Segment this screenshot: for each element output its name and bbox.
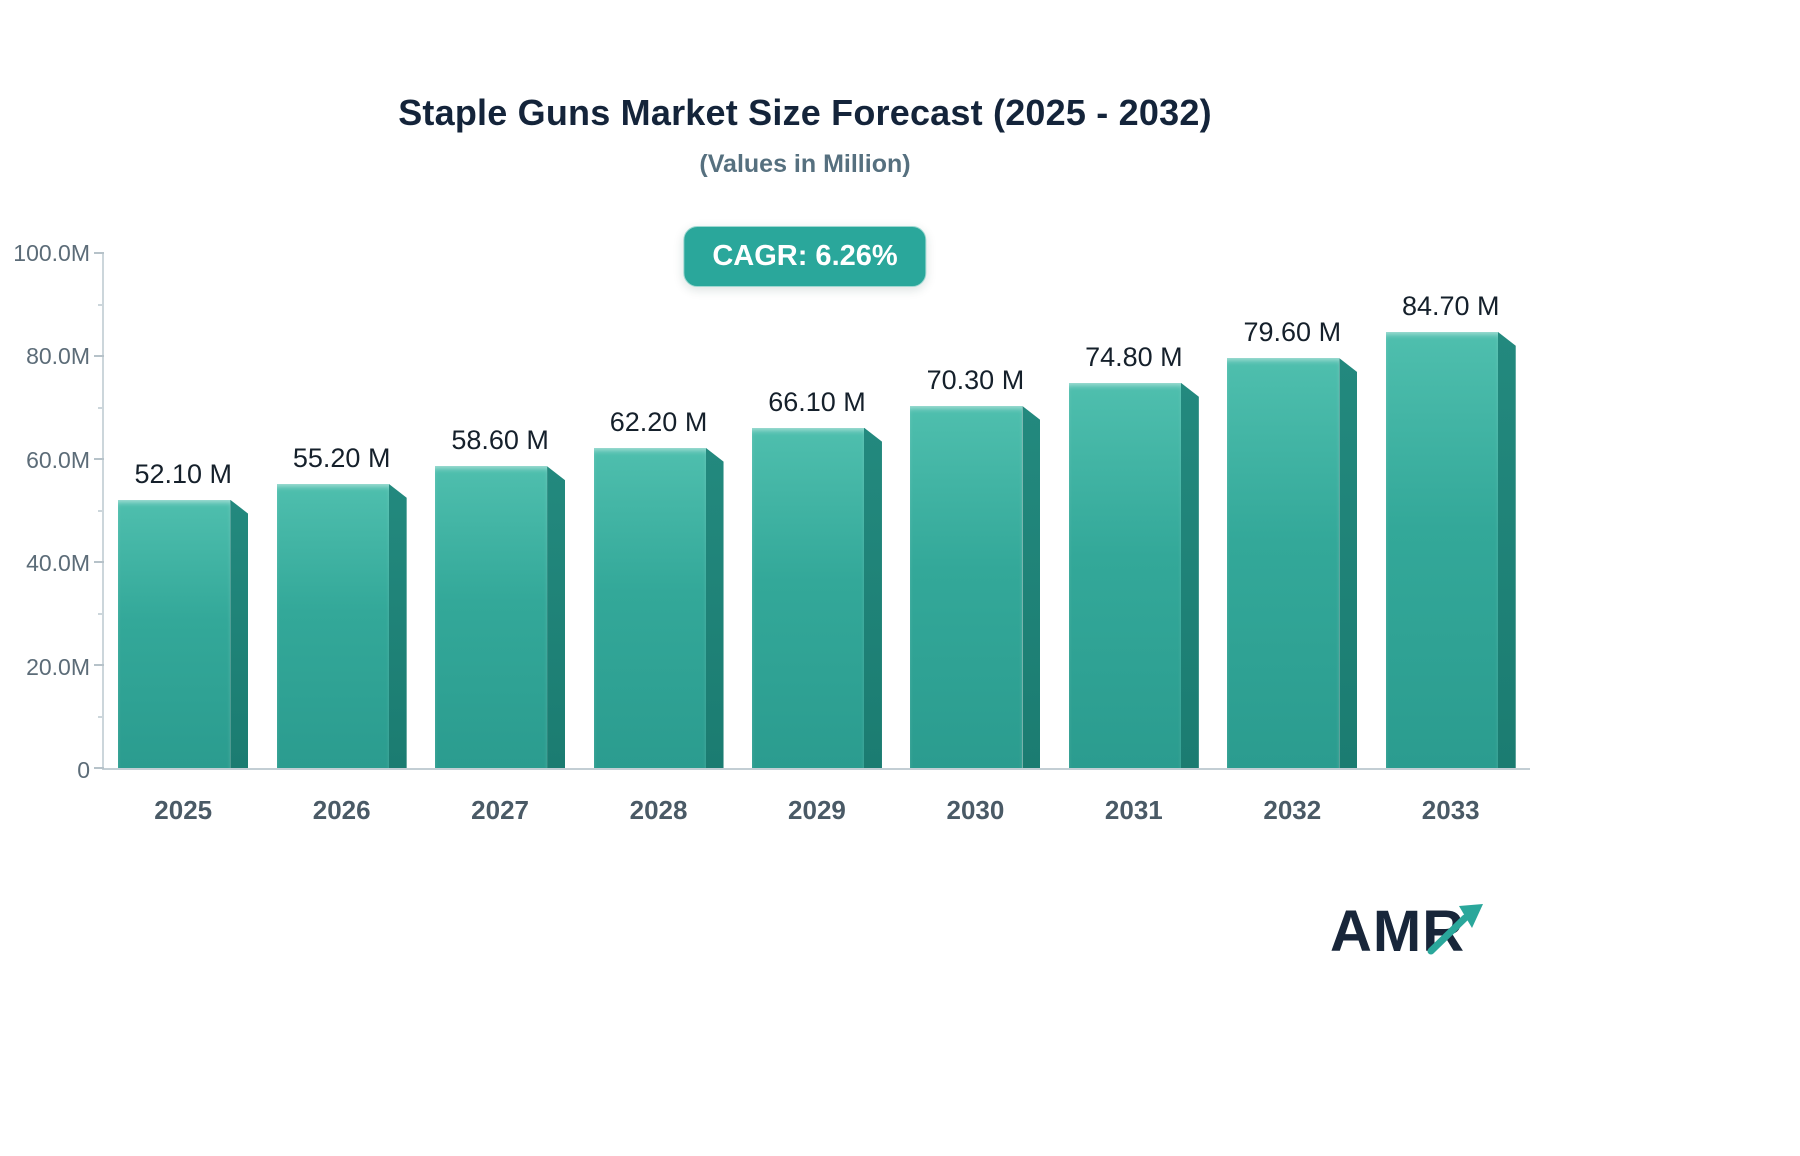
- y-axis-tick-label: 40.0M: [26, 550, 90, 577]
- y-axis-tick-mark: [94, 561, 104, 563]
- bar: [910, 405, 1041, 768]
- bar-front-face: [910, 405, 1023, 768]
- x-axis-label: 2027: [471, 795, 530, 825]
- bar-group: 66.10 M 2029: [738, 253, 896, 825]
- y-axis-tick-label: 80.0M: [26, 343, 90, 370]
- bar-value-label: 70.30 M: [926, 364, 1025, 395]
- bar-side-face: [1022, 405, 1041, 768]
- bar: [1068, 382, 1199, 768]
- bar-group: 79.60 M 2032: [1213, 253, 1371, 825]
- cagr-badge: CAGR: 6.26%: [683, 226, 927, 287]
- y-axis-tick-mark: [98, 715, 104, 718]
- bar-group: 84.70 M 2033: [1372, 253, 1530, 825]
- bar-value-label: 79.60 M: [1243, 317, 1342, 348]
- x-axis-label: 2028: [629, 795, 688, 825]
- bar: [1385, 331, 1516, 768]
- bar-group: 74.80 M 2031: [1055, 253, 1213, 825]
- bar-value-label: 74.80 M: [1085, 341, 1183, 372]
- bar-front-face: [1068, 382, 1181, 768]
- chart-subtitle: (Values in Million): [699, 150, 911, 178]
- x-axis-label: 2032: [1263, 795, 1322, 825]
- y-axis-tick-mark: [94, 252, 104, 254]
- cagr-label: CAGR: 6.26%: [712, 240, 898, 272]
- bar-front-face: [1385, 331, 1498, 768]
- y-axis-tick-label: 60.0M: [26, 446, 90, 473]
- y-axis-tick-mark: [98, 406, 104, 409]
- chart-title: Staple Guns Market Size Forecast (2025 -…: [398, 92, 1212, 133]
- bar-side-face: [1497, 331, 1516, 768]
- y-axis-tick-label: 0: [77, 757, 90, 783]
- bar-side-face: [863, 427, 882, 768]
- x-axis-label: 2029: [788, 795, 846, 825]
- y-axis-tick-mark: [98, 303, 104, 306]
- bar-side-face: [230, 499, 249, 768]
- y-axis: 100.0M 80.0M 60.0M 40.0M 20.0M 0: [0, 240, 90, 783]
- bar: [1227, 358, 1358, 768]
- plot-area: 52.10 M 2025 55.20 M 2026 58.60 M 2027 62.20 M…: [94, 252, 1530, 825]
- y-axis-tick-label: 20.0M: [26, 653, 90, 680]
- bar-front-face: [1227, 358, 1340, 768]
- bar-front-face: [276, 483, 389, 768]
- bar-value-label: 84.70 M: [1401, 290, 1500, 321]
- y-axis-tick-mark: [94, 767, 104, 769]
- bar-front-face: [118, 499, 231, 768]
- growth-arrow-icon: [1427, 903, 1484, 954]
- x-axis-label: 2025: [154, 795, 213, 825]
- bar-group: 70.30 M 2030: [896, 253, 1054, 825]
- bar: [276, 483, 407, 768]
- bar: [118, 499, 249, 768]
- bar: [435, 466, 566, 768]
- bar-value-label: 52.10 M: [134, 458, 232, 489]
- bar-value-label: 62.20 M: [609, 406, 708, 437]
- bar-group: 62.20 M 2028: [579, 253, 737, 825]
- bar-group: 52.10 M 2025: [104, 253, 262, 825]
- y-axis-tick-mark: [98, 509, 104, 512]
- bar: [751, 427, 882, 768]
- bar-side-face: [705, 447, 724, 768]
- x-axis-label: 2030: [946, 795, 1005, 825]
- chart-header: Staple Guns Market Size Forecast (2025 -…: [0, 92, 1610, 179]
- bar: [593, 447, 724, 768]
- bar-value-label: 58.60 M: [451, 425, 549, 456]
- bar-value-label: 66.10 M: [768, 386, 866, 417]
- bar-side-face: [1180, 382, 1199, 768]
- y-axis-tick-mark: [94, 355, 104, 357]
- y-axis-tick-label: 100.0M: [13, 240, 90, 266]
- bar-side-face: [388, 483, 407, 768]
- bar-group: 58.60 M 2027: [421, 253, 579, 825]
- y-axis-tick-mark: [94, 458, 104, 460]
- amr-logo: AMR: [1330, 898, 1489, 965]
- bar-side-face: [547, 466, 566, 768]
- bar-front-face: [751, 427, 864, 768]
- bar-group: 55.20 M 2026: [262, 253, 420, 825]
- y-axis-tick-mark: [94, 664, 104, 666]
- bar-front-face: [435, 466, 548, 768]
- amr-logo-text: AMR: [1330, 899, 1466, 964]
- bar-front-face: [593, 447, 706, 768]
- y-axis-tick-mark: [98, 612, 104, 615]
- x-axis-label: 2031: [1104, 795, 1163, 825]
- x-axis-label: 2033: [1421, 795, 1480, 825]
- bar-value-label: 55.20 M: [292, 442, 391, 473]
- x-axis-label: 2026: [312, 795, 371, 825]
- bar-side-face: [1339, 358, 1358, 768]
